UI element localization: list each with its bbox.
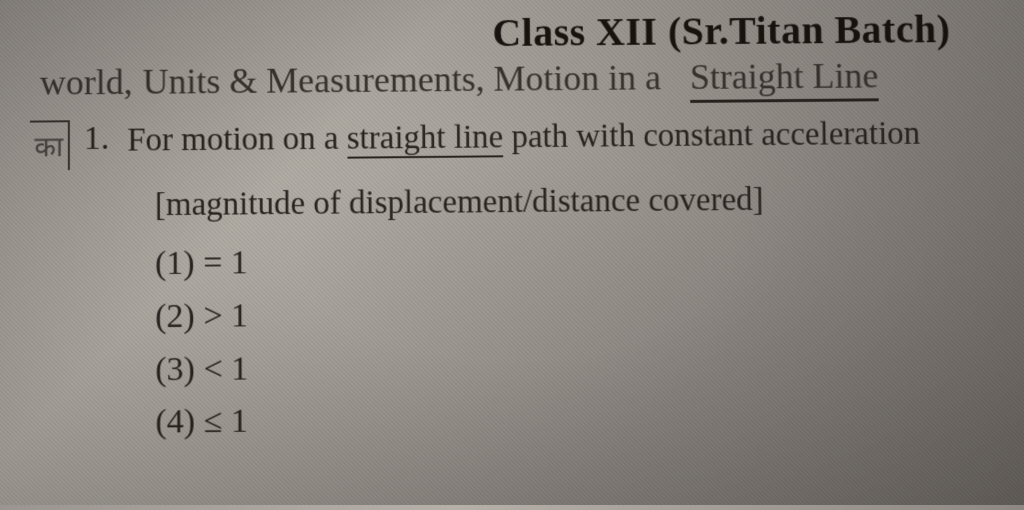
question-text-part1: For motion on a — [127, 121, 347, 159]
question-row: का 1. For motion on a straight line path… — [30, 112, 993, 170]
subtitle-underlined: Straight Line — [690, 55, 879, 103]
option-4: (4) ≤ 1 — [155, 395, 997, 443]
options-list: (1) = 1 (2) > 1 (3) < 1 (4) ≤ 1 — [155, 237, 997, 444]
question-text-part2: path with constant acceleration — [503, 116, 920, 155]
page-content: Class XII (Sr.Titan Batch) world, Units … — [0, 0, 1024, 510]
option-2: (2) > 1 — [155, 290, 995, 338]
bracket-line: [magnitude of displacement/distance cove… — [155, 180, 994, 224]
class-title: Class XII (Sr.Titan Batch) — [492, 6, 951, 55]
option-3: (3) < 1 — [155, 342, 996, 390]
subtitle-main: Units & Measurements, Motion in a — [143, 56, 662, 102]
question-text-underlined: straight line — [347, 119, 504, 158]
question-text: For motion on a straight line path with … — [127, 112, 992, 162]
side-box-text: का — [35, 127, 64, 165]
header-row: Class XII (Sr.Titan Batch) — [30, 5, 991, 60]
subtitle-spacer — [671, 56, 680, 98]
option-1: (1) = 1 — [155, 237, 994, 285]
subtitle-row: world, Units & Measurements, Motion in a… — [30, 54, 991, 109]
question-number: 1. — [84, 120, 110, 158]
subtitle-prefix: world, — [40, 61, 133, 104]
side-box: का — [30, 120, 70, 170]
